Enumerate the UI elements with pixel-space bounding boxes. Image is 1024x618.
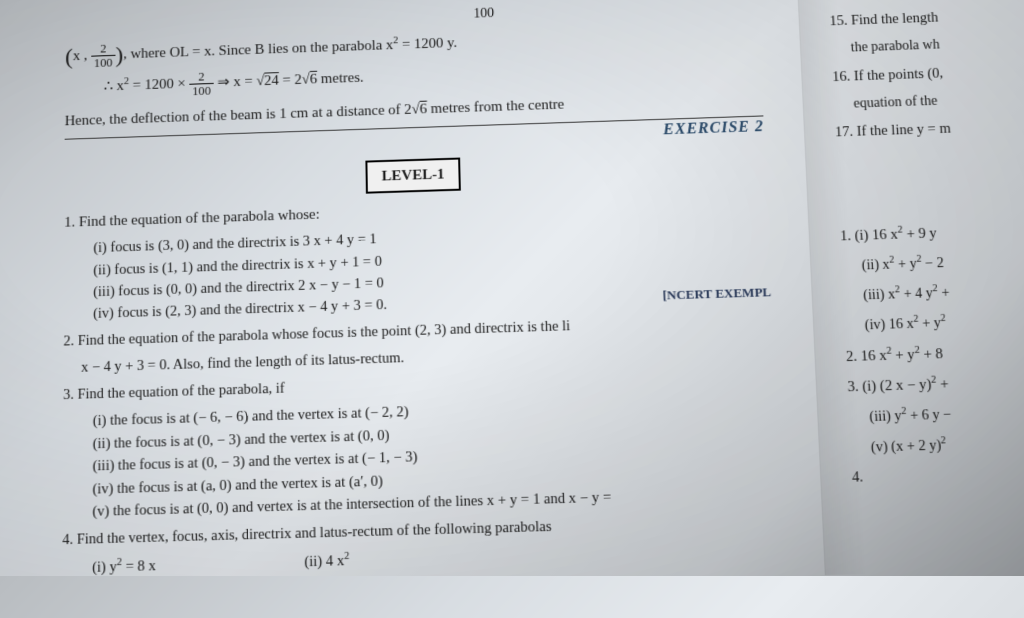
t: (iii) x	[863, 287, 896, 303]
t: + 9 y	[902, 226, 937, 243]
t: (i) y	[92, 559, 117, 576]
t: + 6 y −	[906, 407, 952, 424]
ncert-tag: [NCERT EXEMPL	[662, 283, 771, 306]
t: 3. (i) (2 x − y)	[847, 376, 932, 395]
t: ⇒ x =	[217, 74, 256, 91]
t: x ,	[73, 49, 88, 65]
t: (v) (x + 2 y)	[871, 438, 942, 455]
a3v: (v) (x + 2 y)2	[850, 429, 1024, 460]
t: Hence, the deflection of the beam is 1 c…	[65, 103, 412, 130]
t: 2. 16 x	[846, 347, 887, 364]
t: + y	[891, 346, 915, 363]
a2: 2. 16 x2 + y2 + 8	[845, 338, 1024, 369]
r16b: equation of the	[833, 87, 1024, 116]
t: + y	[894, 257, 917, 273]
a4: 4.	[851, 460, 1024, 490]
a3i: 3. (i) (2 x − y)2 +	[847, 368, 1024, 399]
t: (iv) 16 x	[864, 317, 914, 333]
t: ∴ x	[104, 79, 124, 95]
t: x − 4 y + 3 = 0. Also, find the length o…	[81, 350, 404, 376]
left-page-content: 100 (x , 2100), where OL = x. Since B li…	[12, 0, 804, 592]
t: = 1200 ×	[129, 76, 189, 93]
frag-100: 100	[473, 6, 494, 21]
a1: 1. (i) 16 x2 + 9 y	[840, 218, 1024, 249]
level-box: LEVEL-1	[366, 158, 461, 194]
t: metres.	[317, 71, 364, 88]
t: (ii) x	[861, 258, 890, 274]
r15b: the parabola wh	[830, 31, 1024, 60]
t: 1. (i) 16 x	[840, 227, 898, 245]
t: = 1200 y.	[398, 36, 457, 53]
a3iii: (iii) y2 + 6 y −	[848, 398, 1024, 429]
t: + y	[918, 316, 941, 332]
r17: 17. If the line y = m	[835, 115, 1024, 145]
t: +	[936, 376, 949, 393]
t: (ii) 4 x	[304, 553, 344, 570]
a1iv: (iv) 16 x2 + y2	[844, 308, 1024, 339]
t: + 8	[919, 345, 943, 362]
t: metres from the centre	[427, 97, 564, 117]
sqrt24: 24	[264, 73, 279, 89]
a1iii: (iii) x2 + 4 y2 +	[843, 278, 1024, 309]
frac-2-100: 2100	[91, 42, 115, 70]
t: (iv) focus is (2, 3) and the directrix x…	[93, 298, 387, 323]
t: , where OL = x. Since B lies on the para…	[123, 38, 393, 63]
t: (iii) y	[869, 408, 902, 424]
t: + 4 y	[900, 286, 934, 302]
r15: 15. Find the length	[829, 3, 1024, 33]
r16: 16. If the points (0,	[832, 59, 1024, 89]
frac-2-100b: 2100	[189, 70, 214, 99]
t: +	[938, 286, 950, 301]
right-page-content: 15. Find the length the parabola wh 16. …	[797, 0, 1024, 575]
t: − 2	[921, 256, 944, 272]
t: = 8 x	[122, 558, 156, 575]
a1ii: (ii) x2 + y2 − 2	[841, 248, 1024, 279]
t: = 2	[279, 73, 302, 89]
